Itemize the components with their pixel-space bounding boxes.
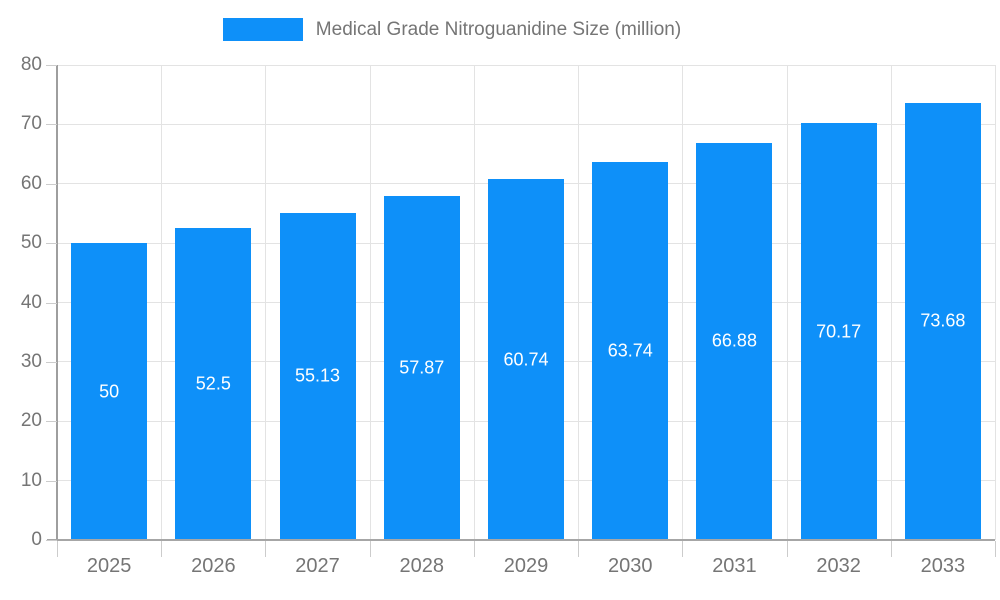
v-gridline bbox=[786, 65, 788, 540]
y-tick-label: 10 bbox=[20, 469, 42, 491]
bar[interactable]: 63.74 bbox=[592, 161, 669, 540]
x-tick-mark bbox=[682, 541, 683, 557]
y-axis-line bbox=[56, 65, 58, 540]
y-tick-mark bbox=[46, 480, 57, 482]
bar-value-label: 63.74 bbox=[607, 340, 653, 361]
y-tick-mark bbox=[46, 302, 57, 304]
x-tick-label: 2025 bbox=[86, 555, 132, 577]
y-tick-label: 80 bbox=[20, 54, 42, 75]
y-tick-label: 70 bbox=[20, 113, 42, 135]
v-gridline bbox=[890, 65, 892, 540]
x-tick-label: 2026 bbox=[191, 555, 236, 577]
v-gridline bbox=[473, 65, 475, 540]
x-tick-mark bbox=[891, 541, 892, 557]
v-gridline bbox=[577, 65, 579, 540]
x-axis-line bbox=[47, 539, 995, 541]
x-tick-label: 2033 bbox=[920, 555, 966, 577]
v-gridline bbox=[681, 65, 683, 540]
x-tick-mark bbox=[474, 541, 475, 557]
y-tick-label: 20 bbox=[20, 410, 42, 432]
y-tick-label: 0 bbox=[31, 529, 42, 550]
x-tick-label: 2030 bbox=[607, 555, 653, 577]
bar[interactable]: 57.87 bbox=[383, 196, 460, 540]
h-gridline bbox=[57, 64, 995, 66]
x-tick-label: 2032 bbox=[816, 555, 861, 577]
x-tick-mark bbox=[995, 541, 996, 557]
legend: Medical Grade Nitroguanidine Size (milli… bbox=[0, 18, 1000, 41]
bar[interactable]: 73.68 bbox=[904, 102, 981, 540]
x-tick-mark bbox=[787, 541, 788, 557]
x-tick-mark bbox=[265, 541, 266, 557]
bar-value-label: 66.88 bbox=[711, 330, 757, 351]
y-tick-label: 50 bbox=[20, 232, 42, 254]
x-tick-mark bbox=[161, 541, 162, 557]
legend-label: Medical Grade Nitroguanidine Size (milli… bbox=[315, 18, 682, 40]
bar[interactable]: 66.88 bbox=[696, 142, 773, 540]
v-gridline bbox=[264, 65, 266, 540]
v-gridline bbox=[160, 65, 162, 540]
bar[interactable]: 50 bbox=[71, 243, 148, 540]
v-gridline bbox=[369, 65, 371, 540]
h-gridline bbox=[57, 123, 995, 125]
y-tick-label: 30 bbox=[20, 350, 42, 372]
bar-value-label: 70.17 bbox=[816, 321, 862, 342]
y-tick-mark bbox=[46, 243, 57, 245]
y-tick-mark bbox=[46, 421, 57, 423]
bar-value-label: 50 bbox=[99, 381, 120, 402]
v-gridline bbox=[994, 65, 996, 540]
bar[interactable]: 52.5 bbox=[175, 228, 252, 540]
x-tick-label: 2027 bbox=[295, 555, 340, 577]
y-tick-label: 60 bbox=[20, 172, 42, 194]
y-tick-mark bbox=[46, 124, 57, 126]
plot-area: 50 52.5 55.13 57.87 60.74 63.74 66.88 70.17 73.6… bbox=[57, 64, 996, 540]
legend-item[interactable]: Medical Grade Nitroguanidine Size (milli… bbox=[222, 18, 682, 41]
x-tick-label: 2028 bbox=[399, 555, 445, 577]
x-tick-label: 2031 bbox=[712, 555, 757, 577]
x-tick-mark bbox=[57, 541, 58, 557]
x-tick-label: 2029 bbox=[503, 555, 549, 577]
bar-value-label: 73.68 bbox=[920, 310, 966, 331]
bar[interactable]: 70.17 bbox=[800, 123, 877, 540]
y-tick-mark bbox=[46, 361, 57, 363]
bar-value-label: 57.87 bbox=[399, 357, 445, 378]
bar[interactable]: 55.13 bbox=[279, 212, 356, 540]
bar[interactable]: 60.74 bbox=[488, 179, 564, 540]
legend-swatch-icon bbox=[222, 18, 303, 41]
x-tick-mark bbox=[370, 541, 371, 557]
y-tick-label: 40 bbox=[20, 291, 42, 313]
y-tick-mark bbox=[46, 540, 57, 541]
y-tick-mark bbox=[46, 65, 57, 66]
bar-value-label: 60.74 bbox=[503, 349, 549, 370]
bar-value-label: 52.5 bbox=[195, 373, 231, 394]
x-tick-mark bbox=[578, 541, 579, 557]
bar-value-label: 55.13 bbox=[295, 365, 341, 386]
y-tick-mark bbox=[46, 183, 57, 185]
